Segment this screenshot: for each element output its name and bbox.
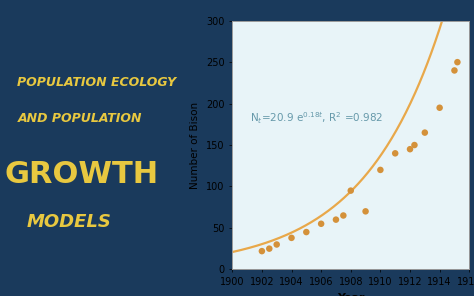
Point [302, 230, 310, 234]
Text: POPULATION ECOLOGY: POPULATION ECOLOGY [18, 76, 177, 89]
Point [288, 236, 295, 240]
Text: AND POPULATION: AND POPULATION [18, 112, 142, 125]
Point [332, 217, 340, 222]
Point [410, 143, 418, 147]
Point [436, 105, 443, 110]
X-axis label: Year: Year [337, 292, 365, 296]
Point [454, 60, 461, 65]
Point [376, 168, 384, 172]
Point [265, 246, 273, 251]
Point [392, 151, 399, 156]
Point [317, 221, 325, 226]
Point [347, 188, 355, 193]
Point [406, 147, 414, 152]
Point [362, 209, 369, 214]
Point [451, 68, 458, 73]
Point [258, 249, 265, 253]
Text: N$_t$=20.9 e$^{0.18t}$, R$^2$ =0.982: N$_t$=20.9 e$^{0.18t}$, R$^2$ =0.982 [250, 111, 383, 126]
Text: MODELS: MODELS [26, 213, 111, 231]
Point [273, 242, 281, 247]
Y-axis label: Number of Bison: Number of Bison [191, 102, 201, 189]
Point [421, 130, 428, 135]
Text: GROWTH: GROWTH [4, 160, 158, 189]
Point [339, 213, 347, 218]
